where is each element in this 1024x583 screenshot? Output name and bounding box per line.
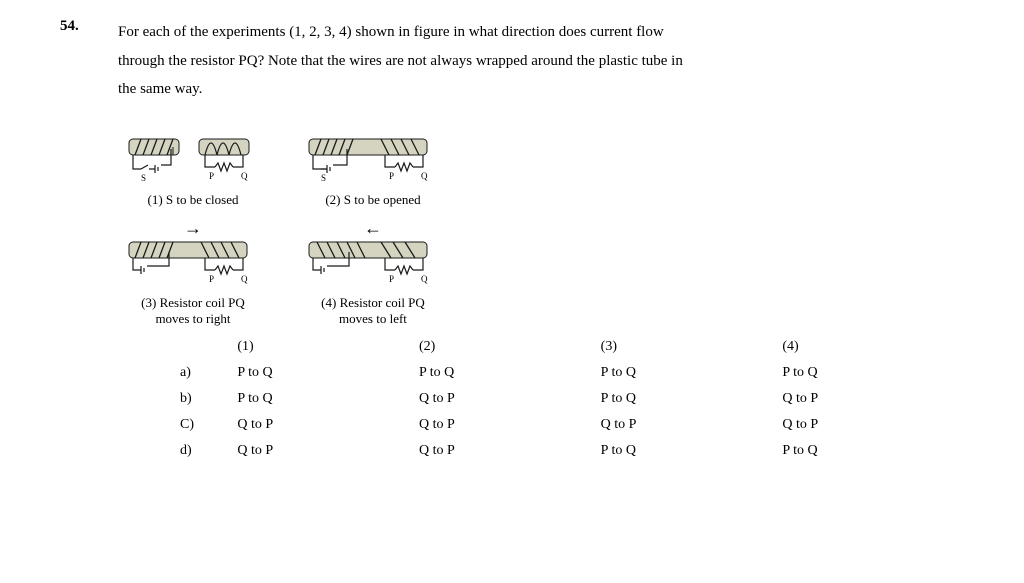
option-cell: Q to P	[419, 391, 601, 407]
figures-block: S P Q (1) S to be closed	[118, 128, 964, 327]
option-cell: P to Q	[237, 391, 419, 407]
svg-text:P: P	[389, 274, 394, 284]
question-text: For each of the experiments (1, 2, 3, 4)…	[118, 18, 964, 104]
svg-text:P: P	[209, 171, 214, 181]
option-row-b: b) P to Q Q to P P to Q Q to P	[180, 391, 964, 407]
figure-3: P Q (3) Resistor coil PQ moves to right	[118, 231, 268, 327]
header-col-3: (3)	[601, 339, 783, 355]
figure-2-caption: (2) S to be opened	[298, 192, 448, 208]
options-header: (1) (2) (3) (4)	[180, 339, 964, 355]
option-cell: P to Q	[237, 365, 419, 381]
option-cell: Q to P	[419, 443, 601, 459]
figure-3-image: P Q	[118, 231, 268, 291]
option-cell: Q to P	[237, 443, 419, 459]
figure-4-caption2: moves to left	[298, 311, 448, 327]
option-cell: Q to P	[782, 391, 964, 407]
figure-4: P Q (4) Resistor coil PQ moves to left	[298, 231, 448, 327]
figure-3-caption1: (3) Resistor coil PQ	[118, 295, 268, 311]
figure-row-2: P Q (3) Resistor coil PQ moves to right …	[118, 231, 964, 327]
option-cell: P to Q	[601, 365, 783, 381]
svg-text:P: P	[389, 171, 394, 181]
figure-4-caption1: (4) Resistor coil PQ	[298, 295, 448, 311]
figure-row-1: S P Q (1) S to be closed	[118, 128, 964, 208]
option-cell: Q to P	[237, 417, 419, 433]
option-label: b)	[180, 391, 237, 407]
option-cell: P to Q	[782, 365, 964, 381]
svg-text:P: P	[209, 274, 214, 284]
header-col-1: (1)	[237, 339, 419, 355]
option-row-d: d) Q to P Q to P P to Q P to Q	[180, 443, 964, 459]
svg-text:Q: Q	[241, 171, 248, 181]
svg-text:Q: Q	[421, 171, 428, 181]
question-line3: the same way.	[118, 75, 964, 104]
svg-text:Q: Q	[241, 274, 248, 284]
figure-4-image: P Q	[298, 231, 448, 291]
svg-text:Q: Q	[421, 274, 428, 284]
figure-2-image: S P Q	[298, 128, 448, 188]
option-cell: P to Q	[782, 443, 964, 459]
option-cell: P to Q	[601, 391, 783, 407]
option-cell: Q to P	[601, 417, 783, 433]
svg-text:S: S	[141, 173, 146, 183]
option-label: C)	[180, 417, 237, 433]
option-cell: Q to P	[419, 417, 601, 433]
option-row-c: C) Q to P Q to P Q to P Q to P	[180, 417, 964, 433]
figure-1-caption: (1) S to be closed	[118, 192, 268, 208]
header-col-2: (2)	[419, 339, 601, 355]
figure-1-image: S P Q	[118, 128, 268, 188]
option-label: d)	[180, 443, 237, 459]
figure-2: S P Q (2) S to be opened	[298, 128, 448, 208]
option-cell: P to Q	[419, 365, 601, 381]
option-label: a)	[180, 365, 237, 381]
figure-1: S P Q (1) S to be closed	[118, 128, 268, 208]
option-row-a: a) P to Q P to Q P to Q P to Q	[180, 365, 964, 381]
question-row: 54. For each of the experiments (1, 2, 3…	[60, 18, 964, 104]
option-cell: Q to P	[782, 417, 964, 433]
figure-3-caption2: moves to right	[118, 311, 268, 327]
header-col-4: (4)	[782, 339, 964, 355]
svg-text:S: S	[321, 173, 326, 183]
question-line1: For each of the experiments (1, 2, 3, 4)…	[118, 18, 964, 47]
question-number: 54.	[60, 18, 90, 104]
options-table: (1) (2) (3) (4) a) P to Q P to Q P to Q …	[180, 339, 964, 459]
option-cell: P to Q	[601, 443, 783, 459]
question-line2: through the resistor PQ? Note that the w…	[118, 47, 964, 76]
